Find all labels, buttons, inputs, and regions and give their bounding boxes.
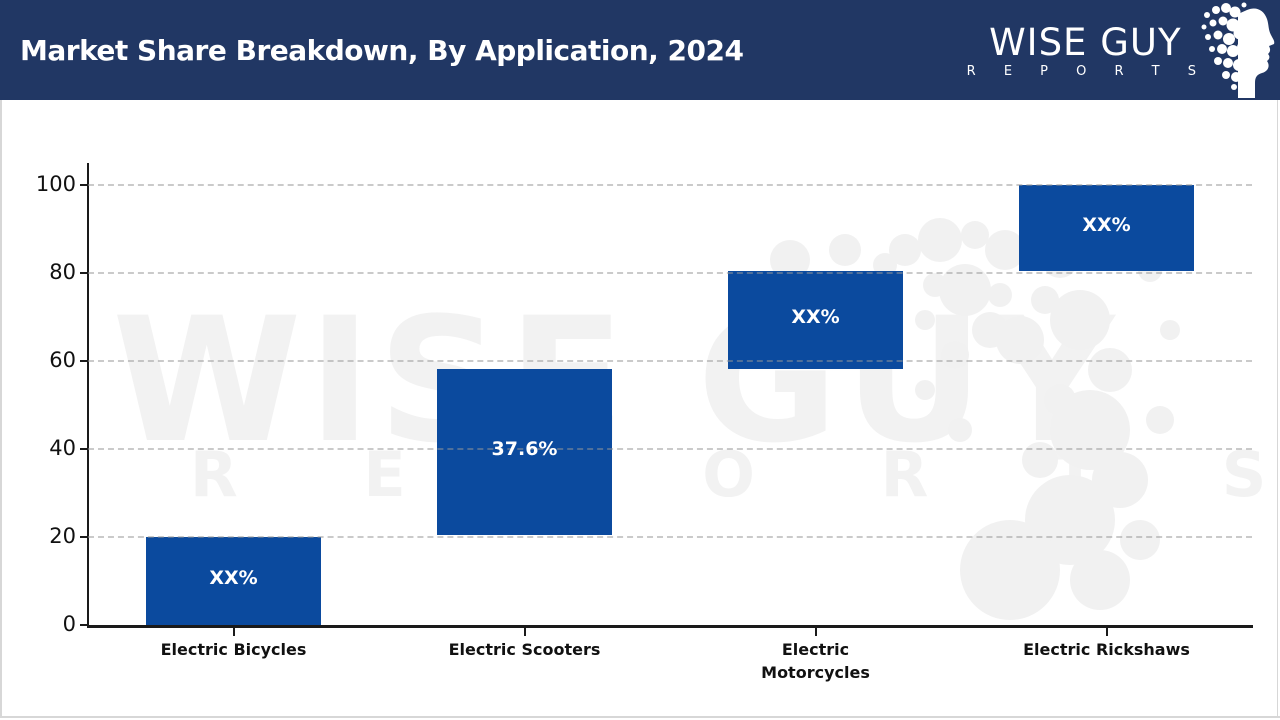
- y-tick-mark: [80, 448, 88, 450]
- gridline: [88, 272, 1252, 274]
- x-category-label: Electric Bicycles: [160, 640, 307, 659]
- bottom-border: [0, 716, 1280, 718]
- y-tick-mark: [80, 272, 88, 274]
- x-tick-mark: [814, 628, 817, 636]
- x-tick-mark: [523, 628, 526, 636]
- page-title: Market Share Breakdown, By Application, …: [20, 33, 744, 67]
- gridline: [88, 184, 1252, 186]
- wise-guy-reports-logo: WISE GUY R E P O R T S: [967, 0, 1275, 100]
- y-tick-label: 100: [35, 172, 76, 196]
- x-axis-line: [87, 625, 1253, 628]
- watermark-wordmark: WISE GUY: [112, 280, 1121, 481]
- y-tick-label: 20: [49, 524, 76, 548]
- y-tick-label: 0: [62, 612, 76, 636]
- y-tick-label: 80: [49, 260, 76, 284]
- gridline: [88, 448, 1252, 450]
- bar-value-label: 37.6%: [491, 438, 558, 461]
- bar: [1019, 185, 1194, 271]
- x-category-label: Electric Scooters: [448, 640, 601, 659]
- bar: [728, 270, 903, 370]
- header-bar: Market Share Breakdown, By Application, …: [0, 0, 1280, 100]
- y-tick-mark: [80, 360, 88, 362]
- x-tick-mark: [1105, 628, 1108, 636]
- plot-area: WISE GUY R E P O R T S 0 20 40 60 80 100 XX% El…: [0, 100, 1280, 720]
- y-tick-mark: [80, 624, 88, 626]
- bar-value-label: XX%: [791, 306, 840, 329]
- y-tick-label: 40: [49, 436, 76, 460]
- logo-wordmark: WISE GUY: [989, 21, 1182, 64]
- right-border: [1277, 100, 1278, 718]
- bar-value-label: XX%: [1082, 213, 1131, 236]
- gridline: [88, 536, 1252, 538]
- x-tick-mark: [232, 628, 235, 636]
- y-tick-label: 60: [49, 348, 76, 372]
- left-border: [0, 100, 2, 718]
- y-axis-line: [87, 163, 89, 627]
- bar: [437, 369, 612, 535]
- y-tick-mark: [80, 184, 88, 186]
- watermark-dot-face: [770, 218, 1180, 620]
- logo-subtitle: R E P O R T S: [966, 64, 1208, 79]
- bar-value-label: XX%: [209, 567, 258, 589]
- gridline: [88, 360, 1252, 362]
- bar: [146, 537, 321, 625]
- dot-face-profile-icon: [1201, 2, 1275, 98]
- x-category-label: Electric Motorcycles: [761, 640, 870, 683]
- y-tick-mark: [80, 536, 88, 538]
- x-category-label: Electric Rickshaws: [1023, 640, 1190, 659]
- logo-text: WISE GUY R E P O R T S: [963, 21, 1208, 80]
